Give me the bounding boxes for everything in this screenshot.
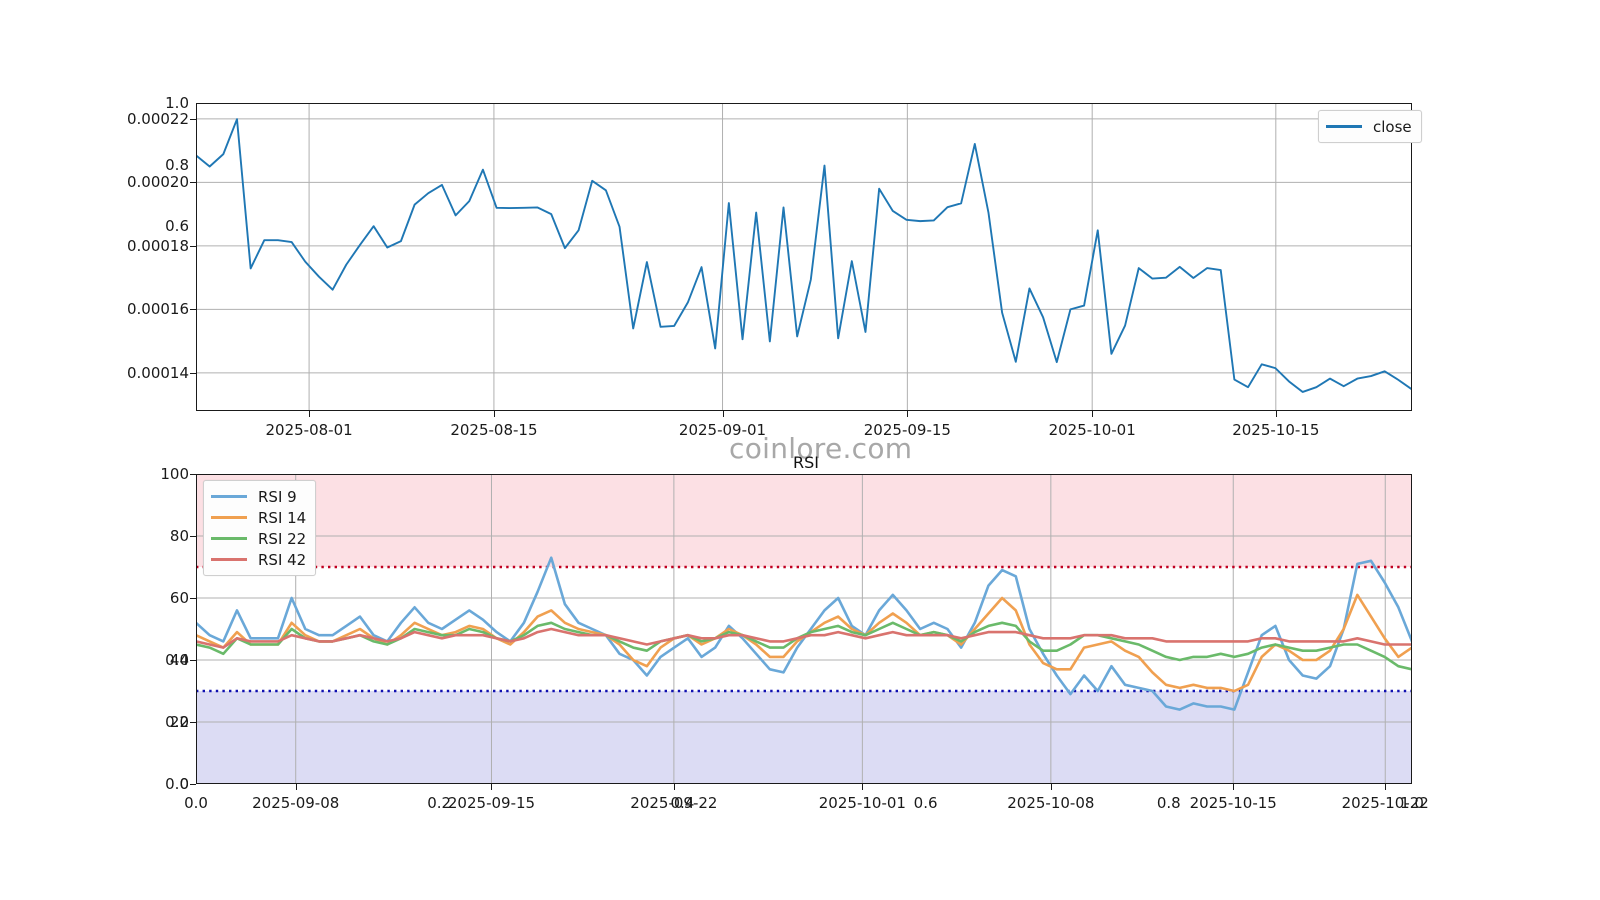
price-x-tickmark-0: [309, 411, 311, 417]
price-y-tick-1: 0.00020: [126, 173, 189, 192]
rsi-x-tickmark-1: [491, 784, 493, 790]
price-x-tick-1: 2025-08-15: [450, 421, 538, 439]
price-chart-plot: [196, 103, 1412, 411]
rsi-y-tickmark-0: [190, 474, 196, 475]
price-legend-item-0[interactable]: close: [1326, 116, 1412, 137]
rsi-chart-panel: [196, 474, 1412, 784]
rsi-y-tickmark-1: [190, 536, 196, 537]
price-y-tick-0: 0.00022: [126, 109, 189, 128]
watermark: coinlore.com: [729, 432, 913, 465]
rsi-panel-title: RSI: [793, 453, 819, 472]
rsi-x-tickmark-5: [1233, 784, 1235, 790]
rsi-series-0: [196, 556, 1412, 711]
price-x-tickmark-4: [1092, 411, 1094, 417]
rsi-legend-label-3: RSI 42: [258, 550, 307, 569]
rsi-x-tick-5: 2025-10-15: [1189, 794, 1277, 812]
rsi-y-tickmark-2: [190, 598, 196, 599]
rsi-y-tickmark-4: [190, 722, 196, 723]
price-chart-panel: [196, 103, 1412, 411]
price-y-norm-tick-2: 0.6: [165, 217, 189, 236]
rsi-x-tick-2: 2025-09-22: [630, 794, 718, 812]
rsi-y-tick-5: 0: [179, 775, 189, 793]
legend-line-swatch-icon: [211, 495, 247, 498]
rsi-x-tick-1: 2025-09-15: [447, 794, 536, 812]
price-y-tick-2: 0.00018: [126, 236, 189, 255]
price-y-tickmark-1: [190, 182, 196, 184]
rsi-chart-legend[interactable]: RSI 9 RSI 14 RSI 22 RSI 42: [203, 480, 317, 576]
rsi-x-norm-tick-5: 1.0: [1400, 794, 1424, 812]
rsi-x-norm-tick-3: 0.6: [913, 794, 938, 812]
rsi-legend-item-3[interactable]: RSI 42: [211, 549, 306, 570]
price-series-0: [196, 118, 1412, 393]
price-x-tickmark-2: [722, 411, 724, 417]
price-y-tick-4: 0.00014: [126, 363, 189, 382]
rsi-y-norm-tick-0: 0.4: [165, 651, 189, 669]
rsi-legend-label-1: RSI 14: [258, 508, 307, 527]
rsi-series-2: [196, 621, 1412, 671]
price-y-tickmark-3: [190, 309, 196, 311]
rsi-x-norm-tick-2: 0.4: [670, 794, 695, 812]
rsi-y-tickmark-5: [190, 784, 196, 785]
price-x-tick-3: 2025-09-15: [863, 421, 951, 439]
price-legend-label-0: close: [1373, 117, 1412, 136]
rsi-x-tickmark-4: [1050, 784, 1052, 790]
price-x-tick-5: 2025-10-15: [1232, 421, 1320, 439]
rsi-y-norm-tick-1: 0.2: [165, 713, 189, 731]
rsi-x-tickmark-0: [295, 784, 297, 790]
rsi-oversold-band: [196, 691, 1412, 784]
legend-line-swatch-icon: [211, 558, 247, 561]
price-y-norm-tick-1: 0.8: [165, 155, 189, 174]
price-chart-legend[interactable]: close: [1318, 110, 1422, 143]
price-x-tick-4: 2025-10-01: [1048, 421, 1136, 439]
rsi-legend-label-2: RSI 22: [258, 529, 307, 548]
legend-line-swatch-icon: [1326, 125, 1362, 128]
price-x-tick-0: 2025-08-01: [265, 421, 353, 439]
price-y-tickmark-2: [190, 245, 196, 247]
rsi-legend-item-2[interactable]: RSI 22: [211, 528, 306, 549]
price-x-tick-2: 2025-09-01: [678, 421, 767, 439]
rsi-y-tickmark-3: [190, 660, 196, 661]
rsi-x-tick-3: 2025-10-01: [818, 794, 906, 812]
legend-line-swatch-icon: [211, 537, 247, 540]
price-x-tickmark-3: [907, 411, 909, 417]
price-y-norm-tick-0: 1.0: [165, 94, 189, 112]
rsi-x-tickmark-2: [673, 784, 675, 790]
rsi-y-tick-0: 100: [160, 465, 189, 483]
rsi-x-tickmark-3: [862, 784, 864, 790]
rsi-x-tick-0: 2025-09-08: [252, 794, 340, 812]
rsi-y-norm-tick-2: 0.0: [165, 775, 189, 793]
rsi-legend-label-0: RSI 9: [258, 487, 297, 506]
price-x-tickmark-5: [1275, 411, 1277, 417]
price-y-tick-3: 0.00016: [126, 300, 189, 319]
rsi-legend-item-1[interactable]: RSI 14: [211, 507, 306, 528]
rsi-y-tick-3: 40: [169, 651, 189, 669]
rsi-x-norm-tick-0: 0.0: [184, 794, 208, 812]
rsi-x-tick-6: 2025-10-22: [1341, 794, 1429, 812]
rsi-x-norm-tick-4: 0.8: [1156, 794, 1181, 812]
price-y-tickmark-0: [190, 118, 196, 120]
rsi-overbought-band: [196, 474, 1412, 567]
legend-line-swatch-icon: [211, 516, 247, 519]
rsi-series-3: [196, 627, 1412, 649]
price-y-tickmark-4: [190, 372, 196, 374]
price-x-tickmark-1: [493, 411, 495, 417]
rsi-x-tick-4: 2025-10-08: [1007, 794, 1095, 812]
rsi-y-tick-4: 20: [169, 713, 189, 731]
rsi-legend-item-0[interactable]: RSI 9: [211, 486, 306, 507]
rsi-chart-plot: [196, 474, 1412, 784]
rsi-y-tick-1: 80: [169, 527, 189, 545]
rsi-y-tick-2: 60: [169, 589, 189, 607]
rsi-x-norm-tick-1: 0.2: [427, 794, 452, 812]
rsi-x-tickmark-6: [1385, 784, 1387, 790]
